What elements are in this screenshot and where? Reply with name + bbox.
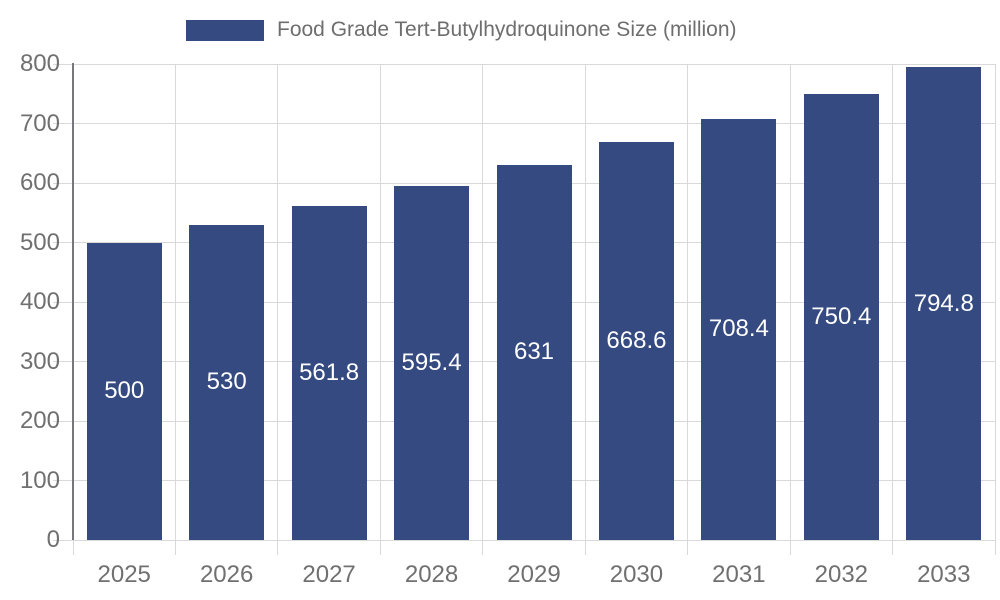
y-axis-tick xyxy=(53,480,73,481)
legend-swatch xyxy=(186,19,264,41)
grid-line-vertical xyxy=(687,64,689,555)
y-axis-tick xyxy=(53,182,73,184)
bar-value-label: 530 xyxy=(206,368,247,396)
y-axis-tick xyxy=(53,242,73,243)
x-axis-label: 2028 xyxy=(404,561,459,588)
x-axis-label: 2025 xyxy=(97,561,151,588)
y-axis-tick xyxy=(53,420,73,422)
y-axis-tick xyxy=(53,361,73,362)
y-axis-label: 300 xyxy=(19,347,60,375)
bar-2029[interactable]: 631 xyxy=(496,164,572,540)
bar-value-label: 500 xyxy=(104,377,145,405)
bar-value-label: 708.4 xyxy=(708,315,769,343)
grid-line-horizontal xyxy=(73,123,995,124)
y-axis-line xyxy=(72,63,74,540)
grid-line-vertical xyxy=(892,64,894,555)
bar-value-label: 668.6 xyxy=(606,327,667,355)
x-axis-label: 2033 xyxy=(917,561,971,588)
x-axis-label: 2032 xyxy=(814,561,869,588)
bar-value-label: 631 xyxy=(513,338,555,366)
legend-label: Food Grade Tert-Butylhydroquinone Size (… xyxy=(277,18,737,41)
grid-line-vertical xyxy=(379,64,381,555)
x-axis-label: 2031 xyxy=(712,561,766,588)
bar-value-label: 794.8 xyxy=(913,289,974,317)
bar-value-label: 750.4 xyxy=(811,302,872,330)
bar-2030[interactable]: 668.6 xyxy=(598,142,674,540)
bar-2033[interactable]: 794.8 xyxy=(906,67,982,540)
bar-2032[interactable]: 750.4 xyxy=(803,93,879,540)
bar-2025[interactable]: 500 xyxy=(86,242,162,540)
y-axis-label: 100 xyxy=(19,466,60,494)
y-axis-tick xyxy=(53,123,73,124)
y-axis-label: 800 xyxy=(19,50,60,77)
bar-2031[interactable]: 708.4 xyxy=(701,118,777,540)
bar-2027[interactable]: 561.8 xyxy=(291,205,367,540)
bar-2028[interactable]: 595.4 xyxy=(394,185,470,540)
y-axis-label: 600 xyxy=(19,169,60,196)
y-axis-tick xyxy=(53,539,73,541)
y-axis-label: 700 xyxy=(19,109,60,137)
grid-line-vertical xyxy=(174,64,176,555)
grid-line-vertical xyxy=(584,64,586,555)
bar-2026[interactable]: 530 xyxy=(189,224,265,540)
x-axis-label: 2029 xyxy=(507,561,561,588)
y-axis-tick xyxy=(53,63,73,65)
y-axis-label: 500 xyxy=(19,228,60,256)
grid-line-vertical xyxy=(482,64,484,555)
y-axis-label: 0 xyxy=(46,526,60,553)
grid-line-horizontal xyxy=(73,539,995,541)
grid-line-horizontal xyxy=(73,63,995,65)
legend-item[interactable]: Food Grade Tert-Butylhydroquinone Size (… xyxy=(186,18,737,42)
x-axis-label: 2030 xyxy=(609,561,664,588)
grid-line-vertical xyxy=(994,64,996,555)
grid-line-vertical xyxy=(789,64,791,555)
bar-value-label: 561.8 xyxy=(299,358,360,386)
y-axis-tick xyxy=(53,301,73,303)
bar-value-label: 595.4 xyxy=(401,348,462,376)
y-axis-label: 200 xyxy=(19,407,60,434)
y-axis-label: 400 xyxy=(19,288,60,315)
grid-line-vertical xyxy=(277,64,279,555)
x-axis-label: 2026 xyxy=(199,561,254,588)
x-axis-label: 2027 xyxy=(302,561,356,588)
